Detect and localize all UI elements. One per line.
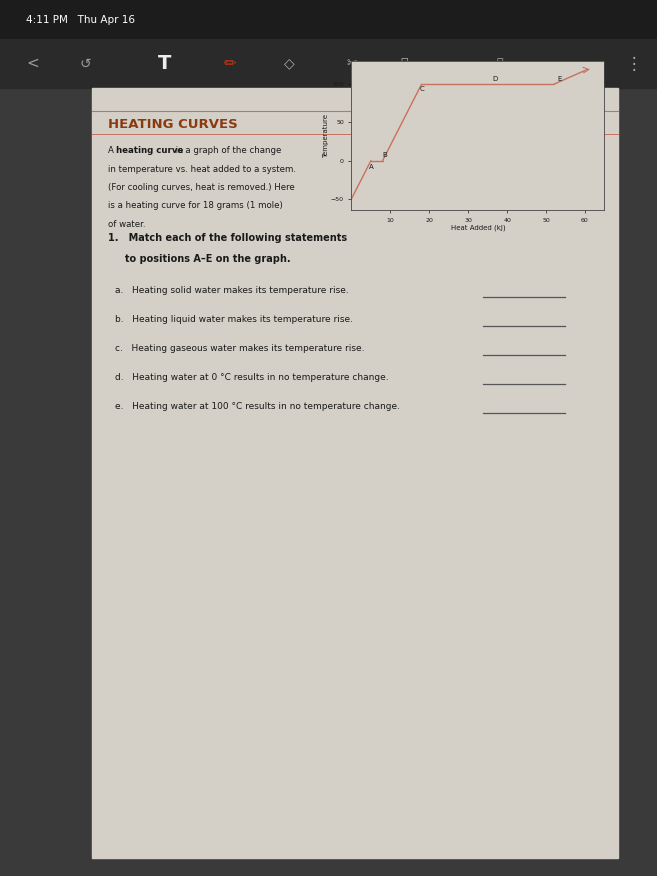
Text: <: <: [26, 56, 39, 71]
Text: B: B: [382, 152, 388, 159]
X-axis label: Heat Added (kJ): Heat Added (kJ): [451, 224, 505, 230]
Text: ⋮: ⋮: [625, 54, 643, 73]
Text: d.   Heating water at 0 °C results in no temperature change.: d. Heating water at 0 °C results in no t…: [115, 373, 388, 382]
Text: b.   Heating liquid water makes its temperature rise.: b. Heating liquid water makes its temper…: [115, 315, 353, 324]
Text: 🎤: 🎤: [496, 59, 503, 68]
Text: to positions A–E on the graph.: to positions A–E on the graph.: [108, 254, 291, 265]
Text: 4:11 PM   Thu Apr 16: 4:11 PM Thu Apr 16: [26, 15, 135, 25]
Text: A: A: [369, 164, 373, 170]
Text: D: D: [493, 76, 498, 82]
Text: a.   Heating solid water makes its temperature rise.: a. Heating solid water makes its tempera…: [115, 286, 349, 295]
Text: of water.: of water.: [108, 220, 146, 229]
Text: (For cooling curves, heat is removed.) Here: (For cooling curves, heat is removed.) H…: [108, 183, 295, 192]
Text: ✂: ✂: [346, 57, 357, 70]
Bar: [0, 39, 657, 88]
Text: 1.   Match each of the following statements: 1. Match each of the following statement…: [108, 233, 348, 244]
Text: c.   Heating gaseous water makes its temperature rise.: c. Heating gaseous water makes its tempe…: [115, 344, 365, 353]
Text: ✏: ✏: [223, 56, 237, 71]
Text: ◇: ◇: [284, 57, 294, 70]
Text: C: C: [419, 86, 424, 92]
Text: A: A: [108, 146, 117, 155]
Text: T: T: [158, 54, 171, 73]
Text: is a graph of the change: is a graph of the change: [173, 146, 281, 155]
Text: e.   Heating water at 100 °C results in no temperature change.: e. Heating water at 100 °C results in no…: [115, 402, 400, 411]
Text: ✋: ✋: [400, 57, 408, 70]
Text: in temperature vs. heat added to a system.: in temperature vs. heat added to a syste…: [108, 165, 296, 173]
Text: ↺: ↺: [79, 57, 91, 70]
Y-axis label: Temperature: Temperature: [323, 114, 329, 158]
Text: E: E: [558, 76, 562, 82]
Text: HEATING CURVES: HEATING CURVES: [108, 118, 238, 131]
Bar: [92, 88, 618, 858]
Text: NOTES: PHYSICAL STATES: NOTES: PHYSICAL STATES: [511, 101, 601, 106]
Text: is a heating curve for 18 grams (1 mole): is a heating curve for 18 grams (1 mole): [108, 201, 283, 210]
Bar: [0, 0, 657, 39]
Text: heating curve: heating curve: [116, 146, 184, 155]
